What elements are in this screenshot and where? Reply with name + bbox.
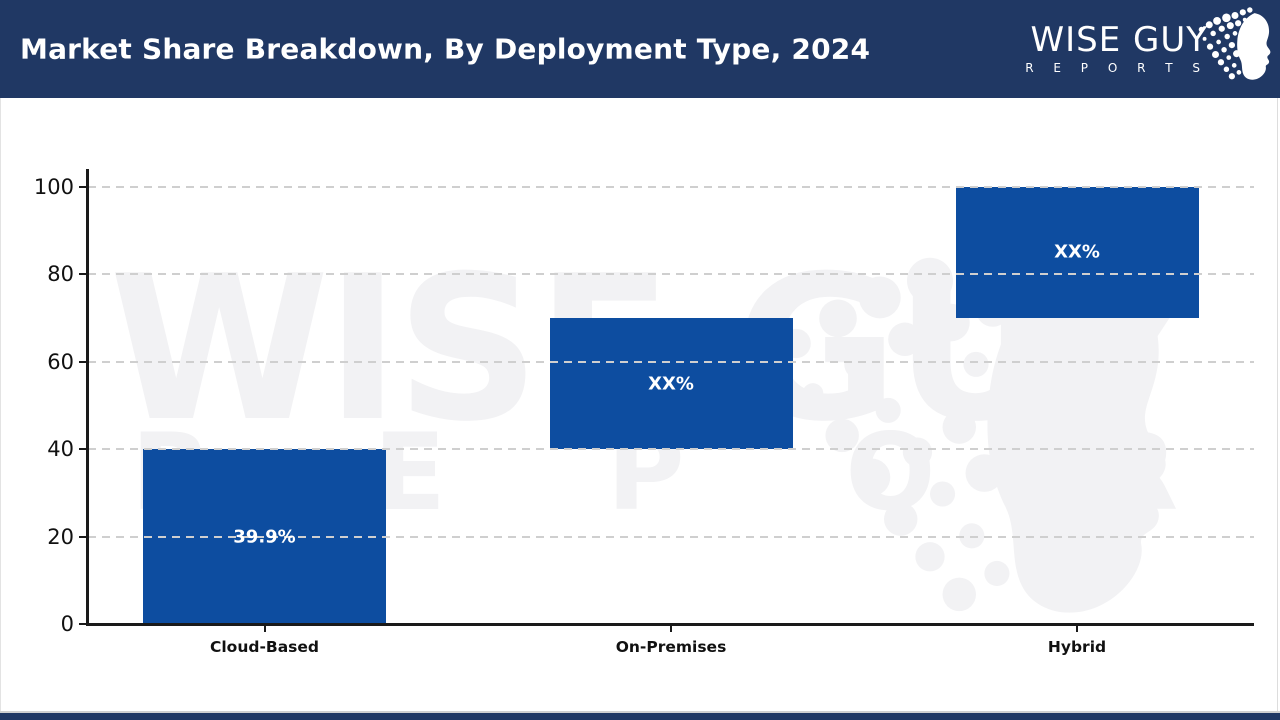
x-tick-mark: [670, 625, 672, 632]
y-tick-label: 60: [47, 349, 74, 374]
brand-logo: WISE GUY R E P O R T S: [1025, 4, 1274, 94]
y-tick-label: 0: [60, 612, 74, 636]
y-tick-mark: [79, 360, 88, 363]
y-tick-mark: [79, 535, 88, 538]
x-axis-line: [86, 623, 1254, 626]
gridline: [88, 360, 1254, 363]
y-tick-mark: [79, 448, 88, 450]
chart-title: Market Share Breakdown, By Deployment Ty…: [20, 32, 871, 66]
y-tick-mark: [79, 273, 88, 275]
y-tick-label: 100: [33, 174, 74, 199]
brand-reports: R E P O R T S: [1025, 61, 1208, 76]
header-bar: Market Share Breakdown, By Deployment Ty…: [0, 0, 1280, 98]
x-category-label: On-Premises: [615, 638, 727, 656]
gridline: [88, 535, 1254, 538]
y-tick-mark: [79, 185, 88, 188]
x-category-label: Hybrid: [1047, 638, 1107, 656]
x-category-label: Cloud-Based: [209, 638, 319, 656]
bar-value-label: XX%: [648, 373, 694, 395]
gridline: [88, 448, 1254, 450]
y-tick-mark: [79, 623, 88, 625]
y-tick-label: 40: [47, 437, 74, 461]
y-axis-spine: [86, 169, 89, 626]
bar-value-label: 39.9%: [233, 526, 296, 548]
y-tick-label: 20: [47, 524, 74, 549]
bar-on-premises: [549, 318, 793, 450]
bar-hybrid: [955, 186, 1199, 319]
x-tick-mark: [1076, 625, 1078, 632]
y-tick-label: 80: [47, 262, 74, 286]
brand-text: WISE GUY R E P O R T S: [1025, 19, 1208, 76]
brand-name: WISE GUY: [1030, 19, 1208, 60]
bar-value-label: XX%: [1054, 241, 1100, 263]
x-tick-mark: [263, 625, 266, 632]
footer-strip: [0, 711, 1280, 720]
gridline: [88, 273, 1254, 275]
gridline: [88, 185, 1254, 188]
